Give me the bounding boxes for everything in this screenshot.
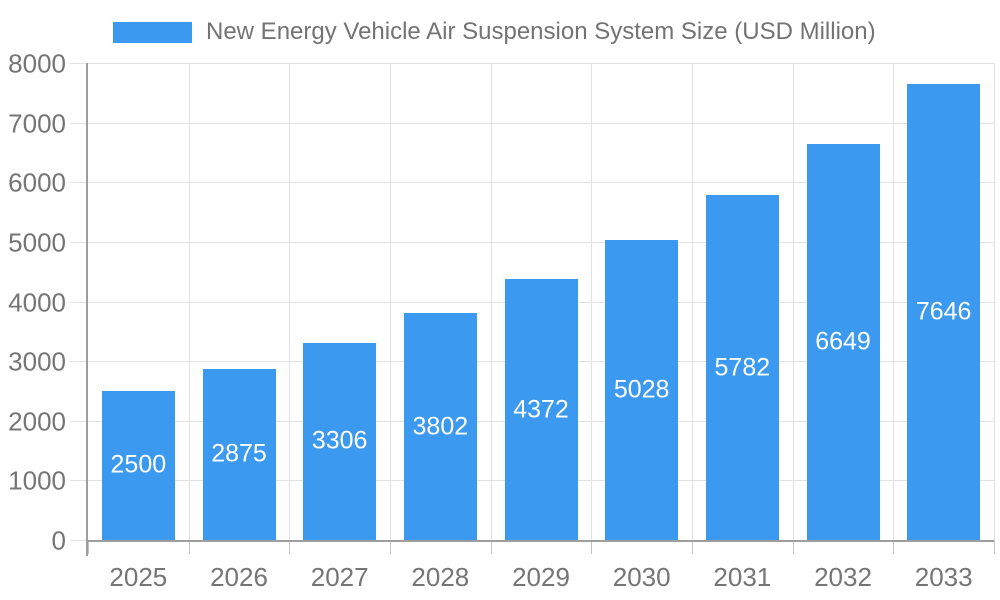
x-axis-label: 2032 [814,562,872,592]
chart-legend: New Energy Vehicle Air Suspension System… [113,14,876,50]
x-gridline [591,63,593,540]
x-axis-label: 2030 [612,562,671,592]
x-axis-tick [88,540,89,554]
bar-value-label: 2875 [211,439,267,468]
y-axis-tick [70,361,88,363]
bar-value-label: 5028 [613,375,670,404]
x-axis-tick [893,540,895,554]
bar-2033 [907,84,981,540]
bar-2029 [504,279,578,540]
x-axis-tick [188,540,190,554]
bar-value-label: 7646 [915,297,972,326]
bar-2032 [806,143,880,540]
y-gridline [88,122,994,124]
bar-value-label: 2500 [110,450,167,479]
bar-2030 [605,240,679,540]
x-axis-label: 2026 [210,562,268,592]
y-axis-tick [70,241,88,243]
y-axis-label: 6000 [8,167,66,198]
x-axis-label: 2033 [914,562,973,592]
y-axis-label: 8000 [8,48,66,79]
y-axis-line [86,63,88,556]
y-axis-label: 1000 [8,465,66,496]
x-gridline [792,63,794,540]
x-gridline [893,63,895,540]
x-gridline [994,63,995,540]
y-axis-tick [70,63,88,64]
y-gridline [88,182,994,184]
y-axis-label: 2000 [8,406,66,437]
y-axis-label: 4000 [8,287,66,317]
y-gridline [88,241,994,243]
bar-value-label: 3802 [412,412,469,441]
x-gridline [188,63,190,540]
x-axis-label: 2029 [512,562,570,592]
y-axis-tick [70,480,88,482]
x-axis-label: 2028 [411,562,470,592]
bar-2031 [705,195,779,540]
y-gridline [88,63,994,64]
y-axis-tick [70,420,88,422]
bar-2026 [202,368,276,540]
bar-value-label: 5782 [714,353,771,382]
x-axis-tick [792,540,794,554]
x-axis-tick [692,540,693,554]
x-axis-tick [591,540,593,554]
x-gridline [390,63,391,540]
y-axis-label: 0 [51,525,66,556]
bar-value-label: 6649 [815,327,871,356]
x-axis-tick [994,540,995,554]
y-axis-label: 3000 [8,346,66,377]
x-axis-label: 2025 [109,562,168,592]
bar-2025 [101,390,175,540]
y-axis-tick [70,122,88,124]
x-axis-label: 2027 [310,562,369,592]
y-axis-label: 5000 [8,227,66,258]
x-axis-tick [490,540,492,554]
y-axis-tick [70,540,88,541]
y-axis-tick [70,182,88,184]
bar-value-label: 3306 [311,426,368,455]
x-axis-label: 2031 [713,562,772,592]
bar-2028 [403,313,477,540]
y-axis-label: 7000 [8,108,66,139]
y-axis-tick [70,301,88,303]
x-axis-line [86,540,994,542]
legend-label: New Energy Vehicle Air Suspension System… [206,18,876,45]
bar-value-label: 4372 [513,395,569,424]
legend-color-swatch [113,21,192,43]
bar-2027 [303,342,377,540]
x-axis-tick [289,540,291,554]
x-gridline [692,63,693,540]
x-gridline [289,63,291,540]
x-axis-tick [390,540,391,554]
x-gridline [490,63,492,540]
